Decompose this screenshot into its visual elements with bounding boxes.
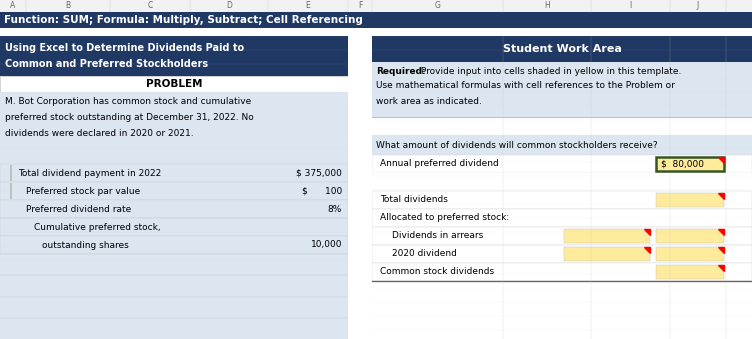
Text: E: E: [305, 1, 311, 11]
Polygon shape: [718, 193, 724, 199]
Text: 8%: 8%: [328, 204, 342, 214]
Bar: [372, 117, 752, 135]
Bar: [372, 281, 752, 339]
Text: Cumulative preferred stock,: Cumulative preferred stock,: [34, 222, 161, 232]
Polygon shape: [644, 247, 650, 253]
Text: $ 375,000: $ 375,000: [296, 168, 342, 178]
Polygon shape: [718, 247, 724, 253]
Text: A: A: [11, 1, 16, 11]
Text: Total dividends: Total dividends: [380, 196, 448, 204]
Text: Using Excel to Determine Dividends Paid to: Using Excel to Determine Dividends Paid …: [5, 43, 244, 53]
Text: Preferred dividend rate: Preferred dividend rate: [26, 204, 132, 214]
Text: G: G: [435, 1, 441, 11]
Bar: [656, 265, 724, 279]
Bar: [0, 150, 348, 164]
Bar: [0, 218, 348, 236]
Text: work area as indicated.: work area as indicated.: [376, 97, 482, 105]
Text: C: C: [147, 1, 153, 11]
Text: Use mathematical formulas with cell references to the Problem or: Use mathematical formulas with cell refe…: [376, 81, 675, 91]
Bar: [656, 229, 724, 243]
Bar: [372, 191, 752, 209]
Bar: [10, 165, 12, 181]
Bar: [0, 164, 348, 182]
Bar: [0, 36, 348, 76]
Bar: [372, 209, 752, 227]
Text: H: H: [544, 1, 550, 11]
Text: PROBLEM: PROBLEM: [146, 79, 202, 89]
Bar: [0, 92, 348, 150]
Polygon shape: [718, 265, 724, 271]
Text: $  80,000: $ 80,000: [661, 160, 704, 168]
Text: 2020 dividend: 2020 dividend: [392, 250, 457, 259]
Text: Preferred stock par value: Preferred stock par value: [26, 186, 141, 196]
Text: I: I: [629, 1, 632, 11]
Bar: [372, 227, 752, 245]
Bar: [0, 12, 752, 28]
Text: 10,000: 10,000: [311, 240, 342, 250]
Text: Provide input into cells shaded in yellow in this template.: Provide input into cells shaded in yello…: [418, 66, 681, 76]
Text: B: B: [65, 1, 71, 11]
Text: Allocated to preferred stock:: Allocated to preferred stock:: [380, 214, 509, 222]
Bar: [564, 229, 650, 243]
Text: Function: SUM; Formula: Multiply, Subtract; Cell Referencing: Function: SUM; Formula: Multiply, Subtra…: [4, 15, 363, 25]
Polygon shape: [644, 229, 650, 235]
Text: preferred stock outstanding at December 31, 2022. No: preferred stock outstanding at December …: [5, 114, 253, 122]
Text: Annual preferred dividend: Annual preferred dividend: [380, 160, 499, 168]
Polygon shape: [718, 157, 724, 163]
Text: Dividends in arrears: Dividends in arrears: [392, 232, 484, 240]
Text: Common and Preferred Stockholders: Common and Preferred Stockholders: [5, 59, 208, 69]
Bar: [0, 0, 752, 12]
Text: Total dividend payment in 2022: Total dividend payment in 2022: [18, 168, 161, 178]
Bar: [0, 200, 348, 218]
Text: $      100: $ 100: [302, 186, 342, 196]
Bar: [372, 36, 752, 62]
Bar: [372, 245, 752, 263]
Bar: [0, 28, 752, 36]
Bar: [372, 263, 752, 281]
Text: outstanding shares: outstanding shares: [42, 240, 129, 250]
Bar: [372, 173, 752, 191]
Text: F: F: [358, 1, 362, 11]
Bar: [372, 62, 752, 117]
Bar: [656, 193, 724, 207]
Text: Common stock dividends: Common stock dividends: [380, 267, 494, 277]
Bar: [564, 247, 650, 261]
Bar: [10, 183, 12, 199]
Bar: [372, 135, 752, 155]
Text: Student Work Area: Student Work Area: [502, 44, 621, 54]
Text: M. Bot Corporation has common stock and cumulative: M. Bot Corporation has common stock and …: [5, 98, 251, 106]
Bar: [0, 76, 348, 92]
Bar: [656, 157, 724, 171]
Bar: [0, 254, 348, 339]
Text: dividends were declared in 2020 or 2021.: dividends were declared in 2020 or 2021.: [5, 129, 193, 139]
Polygon shape: [718, 229, 724, 235]
Text: D: D: [226, 1, 232, 11]
Bar: [0, 182, 348, 200]
Bar: [372, 155, 752, 173]
Text: J: J: [697, 1, 699, 11]
Text: What amount of dividends will common stockholders receive?: What amount of dividends will common sto…: [376, 140, 658, 149]
Bar: [348, 36, 372, 339]
Text: Required:: Required:: [376, 66, 426, 76]
Bar: [656, 247, 724, 261]
Bar: [0, 236, 348, 254]
